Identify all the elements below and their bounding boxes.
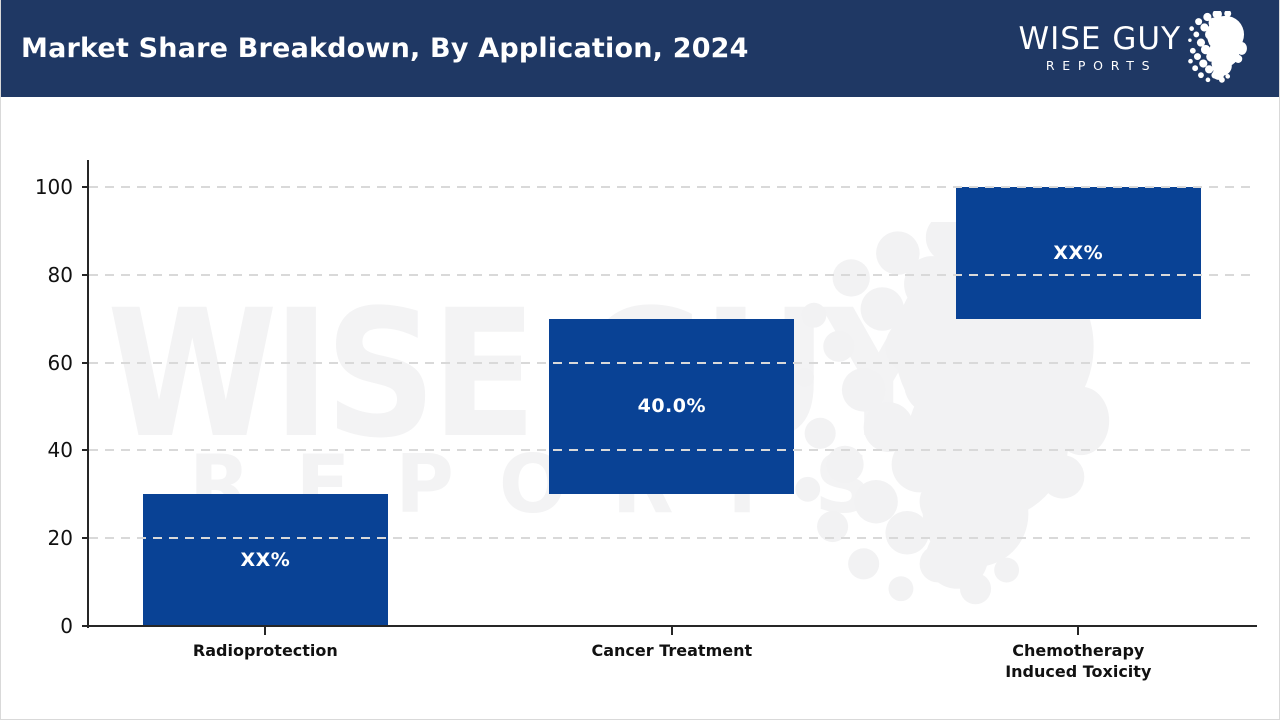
y-tick-label: 80 [47,262,73,287]
gridline [89,537,1257,540]
logo-subtext: REPORTS [1045,58,1158,74]
x-tick-mark [670,627,673,635]
x-axis-line [87,625,1257,627]
y-tick-label: 40 [47,438,73,463]
y-tick-label: 60 [47,350,73,375]
y-tick-mark [82,537,89,540]
bar: XX% [142,494,388,626]
y-tick-mark [82,186,89,188]
bar-value-label: 40.0% [637,395,707,418]
bar: XX% [955,187,1201,319]
x-category-label: Cancer Treatment [591,641,753,660]
y-tick-label: 100 [34,175,73,199]
header-bar: Market Share Breakdown, By Application, … [1,0,1279,97]
dotted-head-logo-icon [1187,11,1251,87]
brand-logo: WISE GUY REPORTS [1018,11,1251,87]
x-category-label: Chemotherapy Induced Toxicity [1005,641,1152,681]
x-category-label: Radioprotection [192,641,338,660]
logo-wordmark: WISE GUY [1018,21,1181,58]
y-tick-label: 20 [47,526,73,551]
gridline [89,273,1257,276]
gridline [89,186,1257,188]
x-tick-mark [264,627,267,635]
x-tick-mark [1077,627,1080,635]
bar: 40.0% [549,318,795,495]
y-axis-line [87,160,89,628]
gridline [89,361,1257,364]
gridline [89,449,1257,452]
bar-value-label: XX% [1053,241,1104,264]
y-tick-label: 0 [60,614,73,638]
y-tick-mark [82,273,89,276]
brand-logo-text: WISE GUY REPORTS [1018,24,1181,73]
bar-value-label: XX% [240,549,291,572]
page-title: Market Share Breakdown, By Application, … [21,33,749,64]
y-tick-mark [82,361,89,364]
y-tick-mark [82,625,89,627]
y-tick-mark [82,449,89,452]
